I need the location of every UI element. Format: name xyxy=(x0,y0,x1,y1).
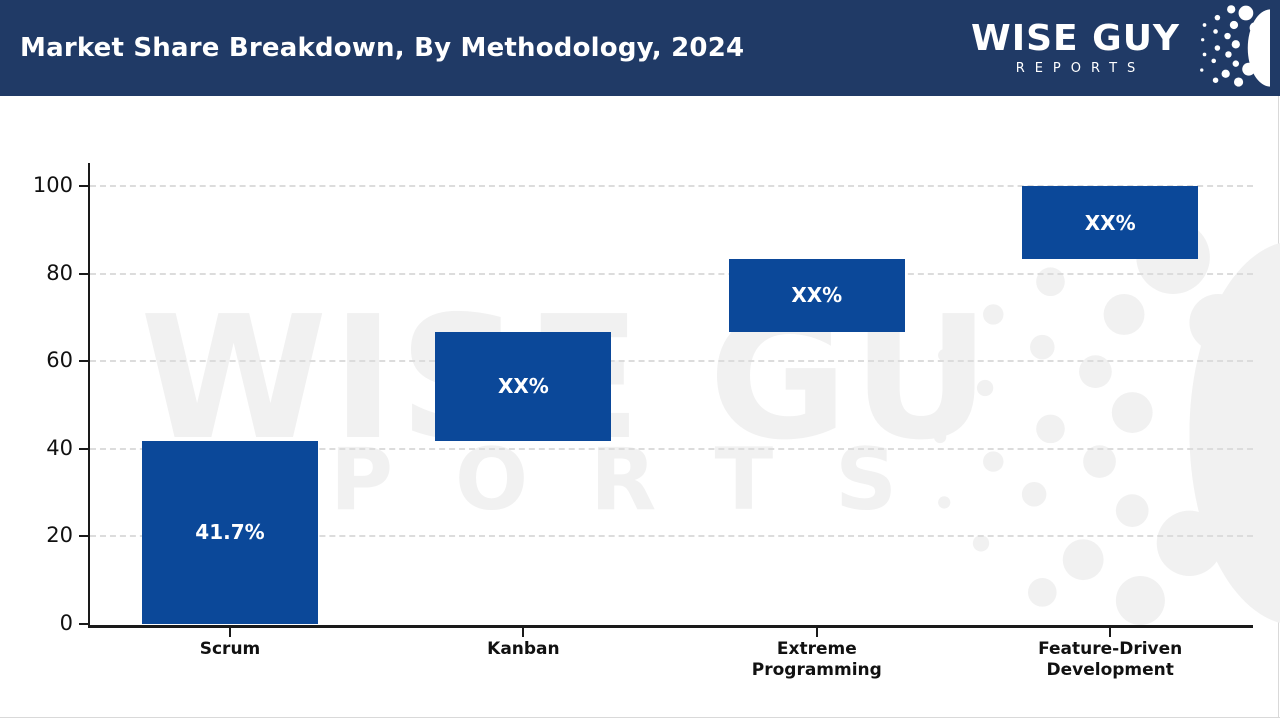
logo-face-dots-icon xyxy=(1200,5,1270,87)
gridline-40 xyxy=(90,447,1253,450)
gridline-80 xyxy=(90,272,1253,275)
bar-scrum: 41.7% xyxy=(142,441,318,624)
bar-value-label: 41.7% xyxy=(195,520,265,545)
y-tick-20 xyxy=(79,535,88,537)
gridline-20 xyxy=(90,535,1253,537)
page-bottom-rule xyxy=(0,717,1280,718)
bar-extreme-programming: XX% xyxy=(728,259,905,332)
bar-feature-driven-development: XX% xyxy=(1022,186,1199,260)
logo-wordmark: WISE GUY xyxy=(970,17,1180,59)
y-tick-40 xyxy=(79,447,88,450)
bar-value-label: XX% xyxy=(1084,210,1136,235)
y-tick-label-100: 100 xyxy=(32,173,73,197)
y-tick-label-60: 60 xyxy=(46,348,73,372)
wiseguy-logo: WISE GUY REPORTS xyxy=(971,2,1270,94)
bar-kanban: XX% xyxy=(435,331,612,442)
x-tick-label-2: Extreme Programming xyxy=(751,639,882,681)
x-tick-label-0: Scrum xyxy=(199,639,261,659)
x-tick-2 xyxy=(815,628,818,637)
x-axis-line xyxy=(88,625,1253,628)
bar-value-label: XX% xyxy=(791,283,843,308)
x-tick-1 xyxy=(522,628,525,637)
x-tick-3 xyxy=(1109,628,1112,637)
y-tick-100 xyxy=(79,185,88,187)
gridline-100 xyxy=(90,185,1253,187)
y-tick-0 xyxy=(79,622,88,625)
x-tick-label-1: Kanban xyxy=(487,639,560,659)
y-tick-label-40: 40 xyxy=(46,435,73,460)
logo-subtitle: REPORTS xyxy=(1015,60,1146,76)
x-tick-0 xyxy=(229,628,231,637)
gridline-60 xyxy=(90,360,1253,362)
y-tick-label-0: 0 xyxy=(59,610,73,635)
x-tick-label-3: Feature-Driven Development xyxy=(1038,639,1183,681)
y-tick-label-80: 80 xyxy=(46,260,73,285)
y-tick-60 xyxy=(79,360,88,362)
y-tick-80 xyxy=(79,272,88,275)
page-title: Market Share Breakdown, By Methodology, … xyxy=(20,33,745,63)
watermark-face-dots-icon xyxy=(934,212,1280,626)
y-axis-line xyxy=(88,163,90,625)
bar-value-label: XX% xyxy=(497,374,549,399)
watermark-text-line2: PORTS xyxy=(330,430,960,530)
header-bar: Market Share Breakdown, By Methodology, … xyxy=(0,0,1280,96)
y-tick-label-20: 20 xyxy=(46,523,73,547)
